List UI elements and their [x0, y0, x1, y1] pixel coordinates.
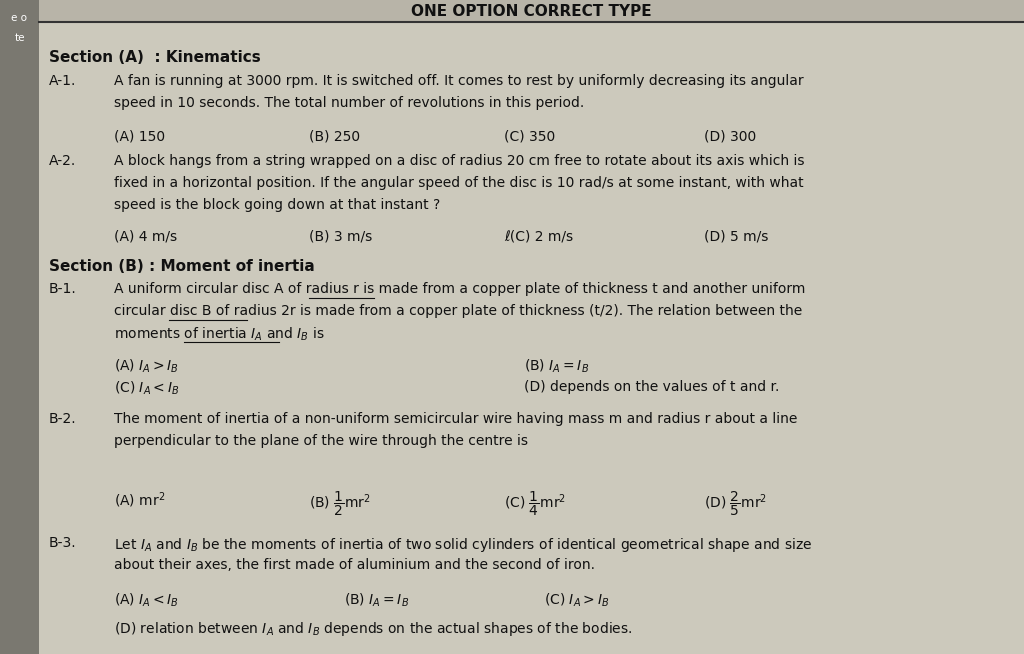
- Text: ℓ(C) 2 m/s: ℓ(C) 2 m/s: [504, 230, 573, 244]
- Text: (C) $I_A > I_B$: (C) $I_A > I_B$: [544, 592, 609, 610]
- Text: A block hangs from a string wrapped on a disc of radius 20 cm free to rotate abo: A block hangs from a string wrapped on a…: [114, 154, 805, 168]
- Text: moments of inertia $I_A$ and $I_B$ is: moments of inertia $I_A$ and $I_B$ is: [114, 326, 325, 343]
- Text: (D) 300: (D) 300: [703, 129, 756, 143]
- Text: fixed in a horizontal position. If the angular speed of the disc is 10 rad/s at : fixed in a horizontal position. If the a…: [114, 176, 804, 190]
- Text: B-1.: B-1.: [49, 282, 77, 296]
- Text: (B) $\dfrac{1}{2}$mr$^2$: (B) $\dfrac{1}{2}$mr$^2$: [309, 490, 371, 519]
- Text: (A) 150: (A) 150: [114, 129, 165, 143]
- Bar: [0, 0, 39, 654]
- Text: circular disc B of radius 2r is made from a copper plate of thickness (t/2). The: circular disc B of radius 2r is made fro…: [114, 304, 802, 318]
- Text: speed in 10 seconds. The total number of revolutions in this period.: speed in 10 seconds. The total number of…: [114, 96, 584, 110]
- Text: (A) mr$^2$: (A) mr$^2$: [114, 490, 165, 509]
- Text: (B) 250: (B) 250: [309, 129, 360, 143]
- Text: (A) 4 m/s: (A) 4 m/s: [114, 230, 177, 244]
- Text: Section (B) : Moment of inertia: Section (B) : Moment of inertia: [49, 259, 314, 274]
- Text: B-2.: B-2.: [49, 412, 77, 426]
- Text: (B) $I_A = I_B$: (B) $I_A = I_B$: [524, 358, 589, 375]
- Text: te: te: [14, 33, 25, 43]
- Text: A fan is running at 3000 rpm. It is switched off. It comes to rest by uniformly : A fan is running at 3000 rpm. It is swit…: [114, 74, 804, 88]
- Text: (D) depends on the values of t and r.: (D) depends on the values of t and r.: [524, 380, 779, 394]
- Text: speed is the block going down at that instant ?: speed is the block going down at that in…: [114, 198, 440, 212]
- Text: (C) $I_A < I_B$: (C) $I_A < I_B$: [114, 380, 179, 398]
- Text: (A) $I_A > I_B$: (A) $I_A > I_B$: [114, 358, 179, 375]
- Text: A uniform circular disc A of radius r is made from a copper plate of thickness t: A uniform circular disc A of radius r is…: [114, 282, 805, 296]
- Text: A-2.: A-2.: [49, 154, 76, 168]
- Text: (B) $I_A = I_B$: (B) $I_A = I_B$: [344, 592, 409, 610]
- Text: (D) 5 m/s: (D) 5 m/s: [703, 230, 768, 244]
- Text: (A) $I_A < I_B$: (A) $I_A < I_B$: [114, 592, 179, 610]
- Text: perpendicular to the plane of the wire through the centre is: perpendicular to the plane of the wire t…: [114, 434, 528, 448]
- Text: B-3.: B-3.: [49, 536, 77, 550]
- Text: (C) $\dfrac{1}{4}$mr$^2$: (C) $\dfrac{1}{4}$mr$^2$: [504, 490, 566, 519]
- Text: e o: e o: [11, 13, 28, 23]
- Text: Let $I_A$ and $I_B$ be the moments of inertia of two solid cylinders of identica: Let $I_A$ and $I_B$ be the moments of in…: [114, 536, 812, 554]
- Text: (D) $\dfrac{2}{5}$mr$^2$: (D) $\dfrac{2}{5}$mr$^2$: [703, 490, 767, 519]
- Text: (C) 350: (C) 350: [504, 129, 555, 143]
- Text: (B) 3 m/s: (B) 3 m/s: [309, 230, 372, 244]
- Text: about their axes, the first made of aluminium and the second of iron.: about their axes, the first made of alum…: [114, 558, 595, 572]
- Text: Section (A)  : Kinematics: Section (A) : Kinematics: [49, 50, 261, 65]
- Text: ONE OPTION CORRECT TYPE: ONE OPTION CORRECT TYPE: [412, 3, 651, 18]
- Text: (D) relation between $I_A$ and $I_B$ depends on the actual shapes of the bodies.: (D) relation between $I_A$ and $I_B$ dep…: [114, 620, 633, 638]
- Text: A-1.: A-1.: [49, 74, 76, 88]
- Text: The moment of inertia of a non-uniform semicircular wire having mass m and radiu: The moment of inertia of a non-uniform s…: [114, 412, 798, 426]
- Bar: [39, 0, 1024, 22]
